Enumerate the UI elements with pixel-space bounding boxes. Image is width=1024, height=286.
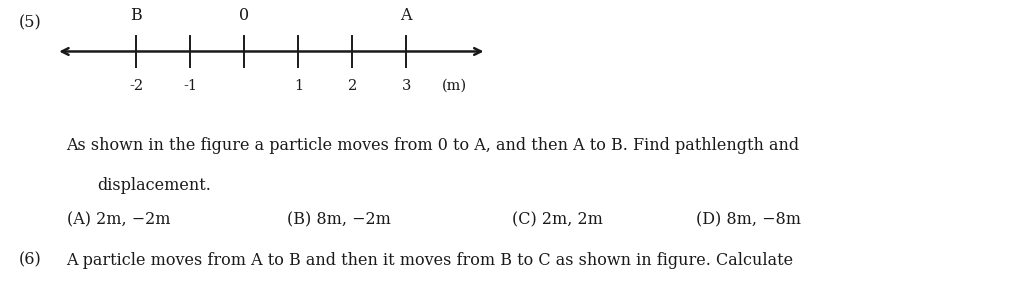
Text: (B) 8m, −2m: (B) 8m, −2m xyxy=(287,212,390,229)
Text: displacement.: displacement. xyxy=(97,177,211,194)
Text: 0: 0 xyxy=(240,7,250,24)
Text: (m): (m) xyxy=(442,79,467,93)
Text: 3: 3 xyxy=(401,79,411,93)
Text: 1: 1 xyxy=(294,79,303,93)
Text: (A) 2m, −2m: (A) 2m, −2m xyxy=(67,212,170,229)
Text: -1: -1 xyxy=(183,79,198,93)
Text: (D) 8m, −8m: (D) 8m, −8m xyxy=(696,212,802,229)
Text: (5): (5) xyxy=(18,14,41,31)
Text: -2: -2 xyxy=(129,79,143,93)
Text: (6): (6) xyxy=(18,252,41,269)
Text: A: A xyxy=(400,7,412,24)
Text: A particle moves from A to B and then it moves from B to C as shown in figure. C: A particle moves from A to B and then it… xyxy=(67,252,794,269)
Text: B: B xyxy=(131,7,142,24)
Text: As shown in the figure a particle moves from 0 to A, and then A to B. Find pathl: As shown in the figure a particle moves … xyxy=(67,137,800,154)
Text: 2: 2 xyxy=(348,79,357,93)
Text: (C) 2m, 2m: (C) 2m, 2m xyxy=(512,212,603,229)
